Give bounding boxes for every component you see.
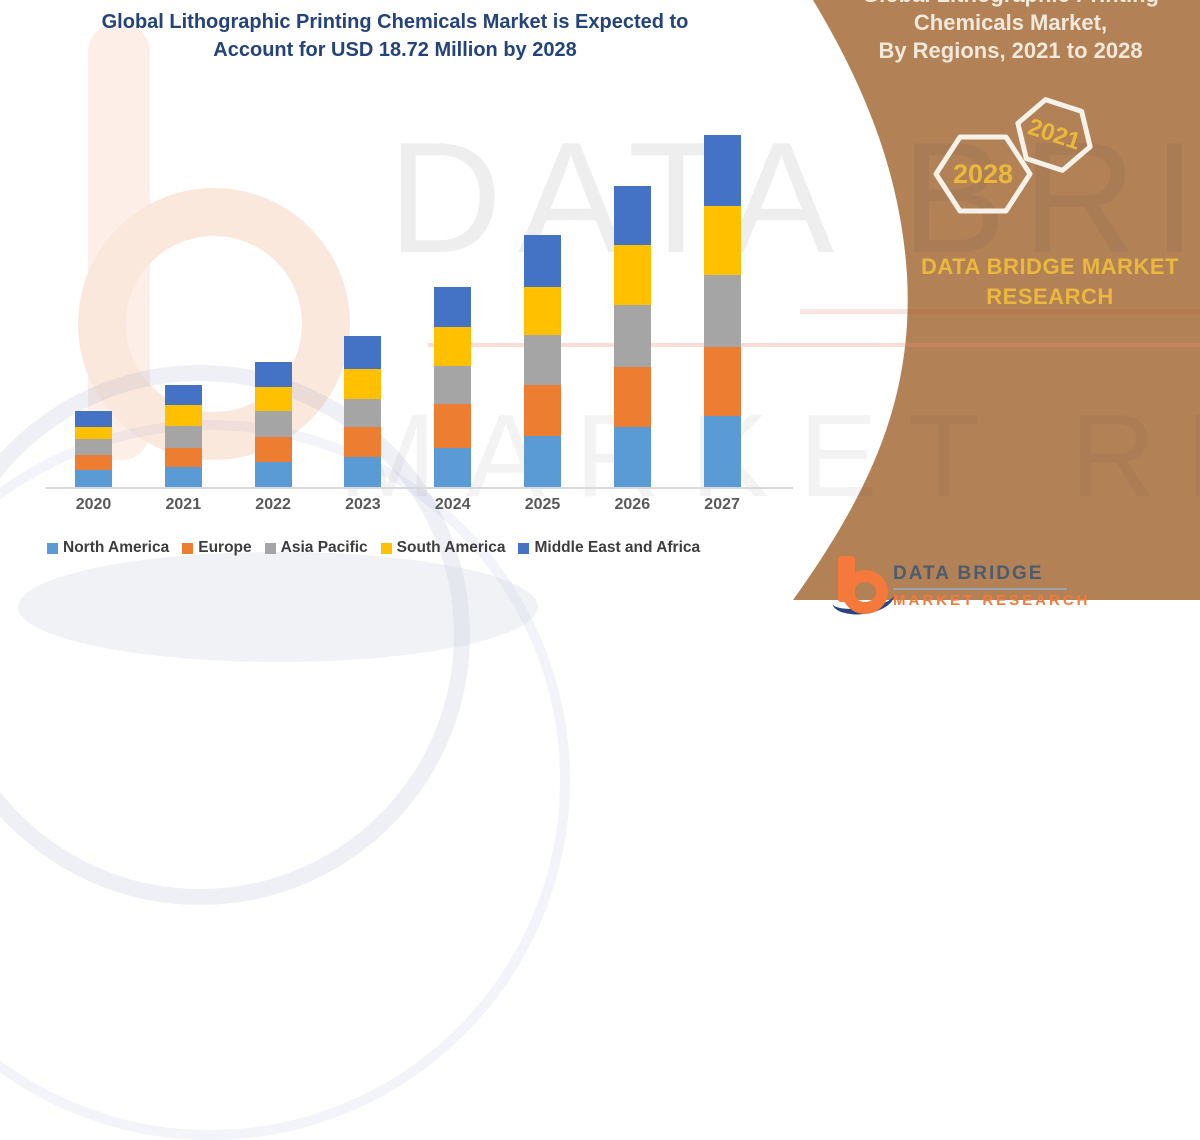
footer-logo: DATA BRIDGE MARKET RESEARCH	[830, 550, 1200, 619]
legend-item-middle-east-africa: Middle East and Africa	[518, 539, 700, 557]
chart-title: Global Lithographic Printing Chemicals M…	[55, 8, 735, 64]
stacked-bar-chart: 2020 2021 2022 2023 2024 2025 2026 2027	[75, 135, 741, 513]
legend-item-europe: Europe	[182, 539, 252, 557]
bar-segment-2026-north-america	[613, 426, 651, 487]
stacked-bar-2020	[75, 411, 112, 487]
bar-segment-2024-europe	[434, 403, 472, 448]
stacked-bar-2023	[344, 336, 382, 487]
bar-segment-2023-europe	[344, 427, 382, 458]
bar-segment-2027-north-america	[703, 416, 741, 487]
chart-title-line-1: Global Lithographic Printing Chemicals M…	[101, 11, 689, 33]
bar-segment-2027-south-america	[703, 206, 741, 276]
legend-label-asia-pacific: Asia Pacific	[280, 539, 368, 556]
bar-segment-2026-asia-pacific	[613, 305, 651, 367]
bar-segment-2020-north-america	[75, 469, 112, 487]
bar-segment-2025-south-america	[524, 286, 561, 336]
bar-segment-2022-south-america	[254, 387, 292, 411]
stacked-bar-2024	[434, 286, 472, 487]
hexagon-outline-icon	[1015, 97, 1093, 173]
bar-segment-2025-middle-east-and-africa	[524, 235, 561, 287]
legend-item-asia-pacific: Asia Pacific	[264, 539, 368, 557]
bar-segment-2027-middle-east-and-africa	[703, 135, 741, 207]
bar-segment-2027-asia-pacific	[703, 275, 741, 347]
chart-title-line-2: Account for USD 18.72 Million by 2028	[213, 39, 577, 61]
footer-logo-subtitle: MARKET RESEARCH	[893, 592, 1091, 609]
legend-swatch-north-america	[47, 542, 58, 554]
x-axis-line	[45, 487, 793, 489]
stacked-bar-2026	[613, 185, 651, 487]
bar-segment-2020-south-america	[75, 426, 112, 440]
bar-segment-2024-middle-east-and-africa	[434, 286, 472, 328]
footer-logo-divider	[893, 588, 1067, 590]
legend-label-north-america: North America	[63, 539, 170, 556]
legend-swatch-middle-east-africa	[518, 542, 530, 554]
legend-swatch-south-america	[380, 542, 392, 554]
bar-segment-2024-north-america	[434, 447, 472, 487]
bar-segment-2026-middle-east-and-africa	[613, 185, 651, 246]
bar-segment-2025-europe	[524, 385, 561, 437]
side-panel-heading-clipped-line: Global Lithographic Printing	[828, 0, 1193, 9]
side-panel-heading-line-3: By Regions, 2021 to 2028	[878, 38, 1143, 63]
x-axis-label-2023: 2023	[345, 496, 381, 513]
x-axis-label-2025: 2025	[524, 496, 561, 513]
side-panel-brand-line-2: RESEARCH	[986, 284, 1114, 309]
bar-segment-2021-europe	[164, 447, 202, 467]
stacked-bar-2027	[703, 135, 741, 487]
footer-logo-name: DATA BRIDGE	[893, 563, 1044, 584]
legend-item-north-america: North America	[47, 539, 169, 557]
bar-segment-2022-europe	[254, 437, 292, 463]
bar-segment-2020-europe	[75, 454, 112, 470]
x-axis-label-2024: 2024	[434, 496, 471, 513]
legend-label-middle-east-africa: Middle East and Africa	[534, 539, 701, 556]
bar-segment-2021-asia-pacific	[164, 426, 202, 448]
bar-segment-2024-south-america	[434, 327, 472, 366]
side-panel-heading: Global Lithographic Printing Chemicals M…	[828, 0, 1193, 65]
bar-segment-2022-middle-east-and-africa	[254, 361, 292, 388]
x-axis-label-2020: 2020	[75, 496, 112, 513]
bar-segment-2021-south-america	[164, 404, 202, 427]
legend-swatch-asia-pacific	[264, 542, 276, 554]
side-panel-heading-line-2: Chemicals Market,	[913, 10, 1108, 35]
background-accent-line-2	[800, 309, 1200, 314]
stacked-bar-2021	[164, 385, 202, 487]
bar-segment-2023-middle-east-and-africa	[344, 336, 382, 369]
bar-segment-2023-north-america	[344, 457, 382, 487]
hexagon-outline-icon	[933, 134, 1033, 214]
bar-segment-2023-asia-pacific	[344, 398, 382, 428]
bar-segment-2025-north-america	[524, 436, 561, 487]
side-panel-brand-text: DATA BRIDGE MARKET RESEARCH	[880, 252, 1200, 312]
side-panel-brand-line-1: DATA BRIDGE MARKET	[921, 254, 1179, 279]
bar-segment-2026-south-america	[613, 245, 651, 306]
legend-label-south-america: South America	[396, 539, 506, 556]
legend-item-south-america: South America	[380, 539, 506, 557]
stacked-bar-2025	[524, 235, 561, 487]
footer-logo-b-bowl	[842, 570, 888, 614]
bar-segment-2026-europe	[613, 366, 651, 427]
legend-swatch-europe	[182, 542, 194, 554]
bar-segment-2020-middle-east-and-africa	[75, 411, 112, 427]
side-panel-shape	[793, 0, 1200, 600]
bar-segment-2021-middle-east-and-africa	[164, 385, 202, 405]
bar-segment-2020-asia-pacific	[75, 439, 112, 455]
x-axis-label-2021: 2021	[165, 496, 202, 513]
bar-segment-2022-north-america	[254, 462, 292, 487]
background-accent-line	[428, 343, 1200, 347]
bar-segment-2024-asia-pacific	[434, 365, 472, 404]
bar-segment-2027-europe	[703, 346, 741, 417]
bar-segment-2022-asia-pacific	[254, 410, 292, 438]
x-axis-label-2027: 2027	[704, 496, 740, 513]
hexagon-2028: 2028	[933, 133, 1033, 215]
hexagon-2021: 2021	[1004, 89, 1104, 181]
stacked-bar-2022	[254, 361, 292, 487]
hexagon-2028-year: 2028	[952, 158, 1014, 189]
chart-legend: North America Europe Asia Pacific South …	[47, 539, 700, 557]
bar-segment-2025-asia-pacific	[524, 335, 561, 386]
bar-segment-2021-north-america	[164, 466, 202, 487]
legend-label-europe: Europe	[198, 539, 252, 556]
x-axis-label-2026: 2026	[614, 496, 651, 513]
x-axis-label-2022: 2022	[255, 496, 291, 513]
bar-segment-2023-south-america	[344, 368, 382, 399]
